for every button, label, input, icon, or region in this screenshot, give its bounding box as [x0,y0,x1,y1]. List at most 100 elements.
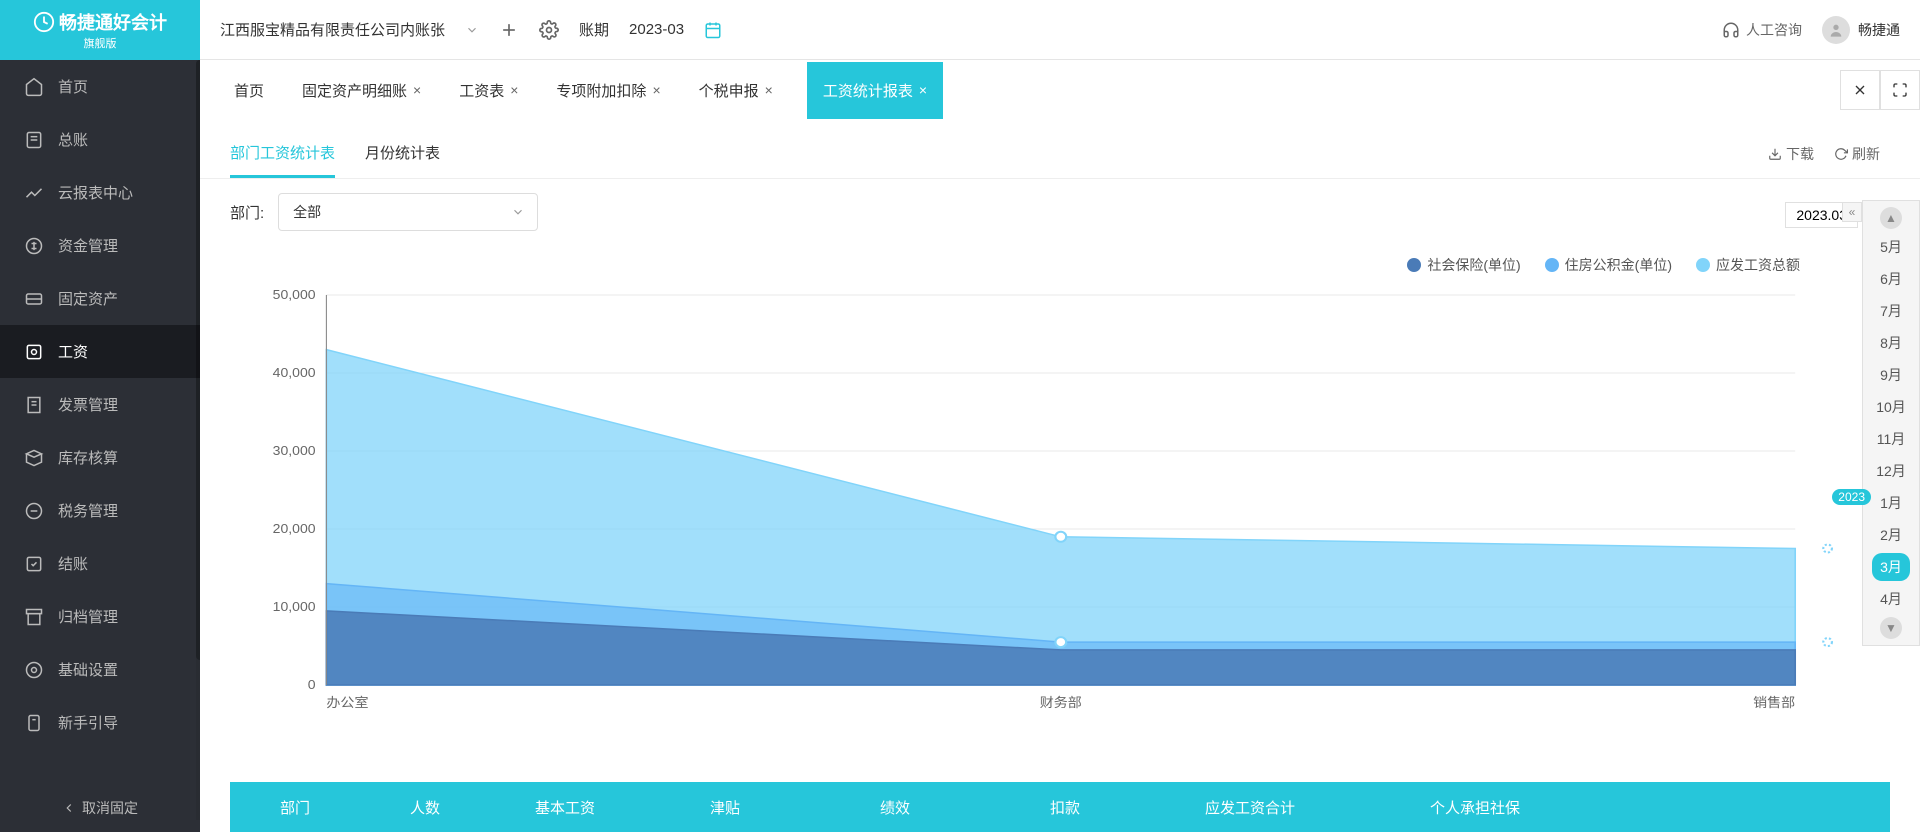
sidebar: 首页总账云报表中心资金管理固定资产工资发票管理库存核算税务管理结账归档管理基础设… [0,60,200,832]
svg-text:20,000: 20,000 [273,521,316,535]
sidebar-item-funds[interactable]: 资金管理 [0,219,200,272]
logo-main: 畅捷通好会计 [33,9,167,35]
legend-item[interactable]: 住房公积金(单位) [1545,255,1672,275]
settings-icon [24,660,44,680]
period-value: 2023-03 [629,21,684,38]
company-selector[interactable]: 江西服宝精品有限责任公司内账张 账期 2023-03 [200,19,742,40]
sidebar-item-report[interactable]: 云报表中心 [0,166,200,219]
refresh-icon [1834,147,1848,161]
legend-label: 应发工资总额 [1716,255,1800,275]
salary-icon [24,342,44,362]
month-item[interactable]: 8月 [1872,329,1910,357]
sidebar-item-stock[interactable]: 库存核算 [0,431,200,484]
sidebar-item-label: 资金管理 [58,235,118,256]
svg-text:30,000: 30,000 [273,443,316,457]
sidebar-item-label: 固定资产 [58,288,118,309]
sidebar-item-close[interactable]: 结账 [0,537,200,590]
sidebar-collapse[interactable]: 取消固定 [0,784,200,832]
calendar-icon[interactable] [704,21,722,39]
tab-close-icon[interactable]: × [765,82,773,98]
fullscreen-button[interactable] [1880,70,1920,110]
logo: 畅捷通好会计 旗舰版 [0,0,200,60]
tabs-bar: 首页固定资产明细账×工资表×专项附加扣除×个税申报×工资统计报表× [200,60,1920,120]
month-item[interactable]: 11月 [1869,425,1914,453]
refresh-button[interactable]: 刷新 [1834,144,1880,164]
table-column-header: 人数 [360,797,490,818]
sidebar-item-ledger[interactable]: 总账 [0,113,200,166]
sub-tab-部门工资统计表[interactable]: 部门工资统计表 [230,130,335,178]
sidebar-item-settings[interactable]: 基础设置 [0,643,200,696]
gear-icon[interactable] [539,20,559,40]
invoice-icon [24,395,44,415]
close-all-tabs-button[interactable] [1840,70,1880,110]
svg-text:10,000: 10,000 [273,599,316,613]
sidebar-item-archive[interactable]: 归档管理 [0,590,200,643]
download-button[interactable]: 下载 [1768,144,1814,164]
tax-icon [24,501,44,521]
tab-首页[interactable]: 首页 [230,72,268,109]
month-item[interactable]: 2月 [1872,521,1910,549]
sidebar-item-salary[interactable]: 工资 [0,325,200,378]
legend-item[interactable]: 社会保险(单位) [1407,255,1520,275]
sub-tab-月份统计表[interactable]: 月份统计表 [365,130,440,178]
sidebar-item-asset[interactable]: 固定资产 [0,272,200,325]
month-item[interactable]: 1月 [1872,489,1910,517]
plus-icon[interactable] [499,20,519,40]
sidebar-collapse-label: 取消固定 [82,798,138,818]
svg-text:50,000: 50,000 [273,287,316,301]
sidebar-item-label: 基础设置 [58,659,118,680]
svg-text:办公室: 办公室 [326,695,368,710]
content: 部门工资统计表月份统计表 下载 刷新 部门: 全部 社会保险(单位) 住房公积金(… [200,120,1920,832]
sidebar-item-invoice[interactable]: 发票管理 [0,378,200,431]
month-rail-up[interactable]: ▲ [1880,207,1902,229]
sidebar-item-label: 归档管理 [58,606,118,627]
sidebar-item-label: 首页 [58,76,88,97]
tab-个税申报[interactable]: 个税申报× [695,72,777,109]
department-select[interactable]: 全部 [278,193,538,231]
download-icon [1768,147,1782,161]
legend-label: 住房公积金(单位) [1565,255,1672,275]
headset-icon [1722,21,1740,39]
close-icon [1852,82,1868,98]
month-item[interactable]: 4月 [1872,585,1910,613]
sidebar-item-guide[interactable]: 新手引导 [0,696,200,749]
month-item[interactable]: 6月 [1872,265,1910,293]
svg-text:40,000: 40,000 [273,365,316,379]
tab-工资表[interactable]: 工资表× [455,72,522,109]
tab-专项附加扣除[interactable]: 专项附加扣除× [552,72,664,109]
tab-label: 固定资产明细账 [302,80,407,101]
table-column-header: 部门 [230,797,360,818]
sidebar-item-home[interactable]: 首页 [0,60,200,113]
month-item[interactable]: 5月 [1872,233,1910,261]
tab-close-icon[interactable]: × [413,82,421,98]
tab-固定资产明细账[interactable]: 固定资产明细账 × [298,72,425,109]
filter-row: 部门: 全部 [200,179,1920,245]
month-item[interactable]: 9月 [1872,361,1910,389]
logo-edition: 旗舰版 [84,35,117,51]
month-item[interactable]: 10月 [1868,393,1914,421]
logo-text: 畅捷通好会计 [59,9,167,35]
month-item[interactable]: 3月 [1872,553,1910,581]
ledger-icon [24,130,44,150]
month-rail-expand[interactable]: « [1842,202,1862,222]
user-area[interactable]: 畅捷通 [1822,16,1900,44]
avatar [1822,16,1850,44]
month-rail-down[interactable]: ▼ [1880,617,1902,639]
year-badge: 2023 [1832,489,1871,505]
support-text: 人工咨询 [1746,20,1802,40]
tab-close-icon[interactable]: × [652,82,660,98]
sidebar-item-tax[interactable]: 税务管理 [0,484,200,537]
month-item[interactable]: 7月 [1872,297,1910,325]
tab-close-icon[interactable]: × [510,82,518,98]
tab-close-icon[interactable]: × [919,82,927,98]
filter-label: 部门: [230,202,264,223]
guide-icon [24,713,44,733]
report-icon [24,183,44,203]
period-label: 账期 [579,19,609,40]
home-icon [24,77,44,97]
tab-label: 工资统计报表 [823,80,913,101]
tab-工资统计报表[interactable]: 工资统计报表 × [807,62,943,119]
support-link[interactable]: 人工咨询 [1722,20,1802,40]
month-item[interactable]: 12月 [1868,457,1914,485]
legend-item[interactable]: 应发工资总额 [1696,255,1800,275]
